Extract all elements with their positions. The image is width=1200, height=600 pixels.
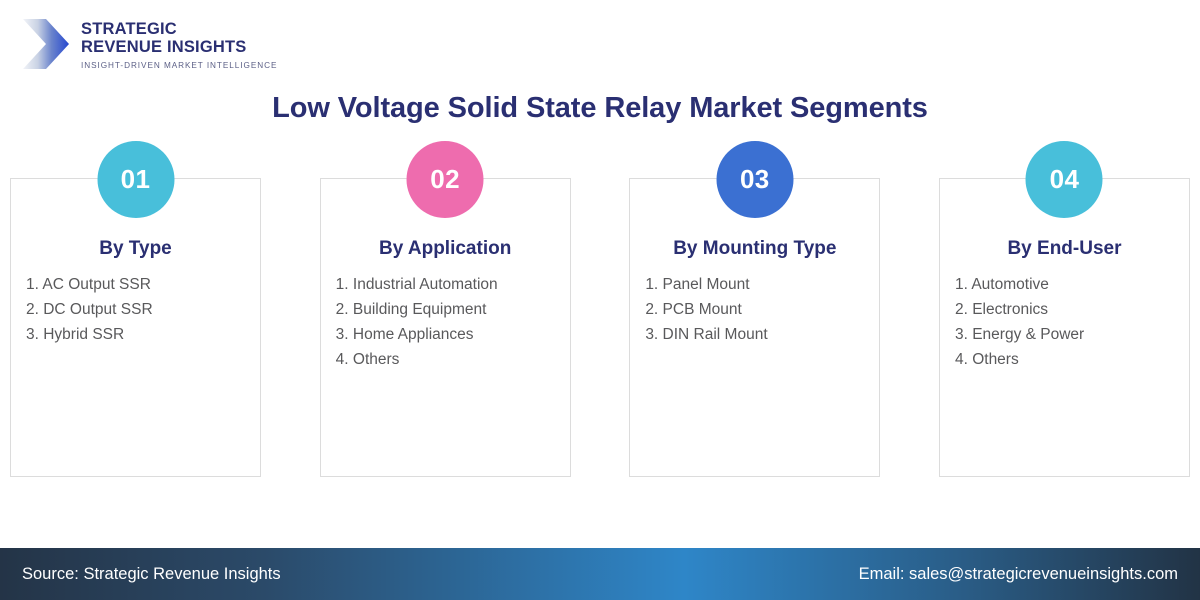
segment-card: 02 By Application 1. Industrial Automati… bbox=[319, 141, 571, 477]
list-item: 4. Others bbox=[954, 351, 1019, 368]
list-item: 2. Electronics bbox=[954, 301, 1049, 318]
footer-source: Source: Strategic Revenue Insights bbox=[22, 564, 281, 583]
segment-number-badge: 02 bbox=[406, 141, 484, 218]
footer-bar: Source: Strategic Revenue Insights Email… bbox=[0, 548, 1200, 600]
list-item: 3. Home Appliances bbox=[335, 326, 474, 343]
list-item: 3. Hybrid SSR bbox=[26, 326, 125, 343]
chevron-arrow-logo-icon bbox=[23, 19, 69, 69]
segment-item-list: 1. Industrial Automation 2. Building Equ… bbox=[336, 272, 560, 372]
segment-heading: By Application bbox=[379, 238, 512, 259]
segment-heading: By Type bbox=[99, 238, 172, 259]
segment-item-list: 1. Automotive 2. Electronics 3. Energy &… bbox=[955, 272, 1179, 372]
footer-email[interactable]: Email: sales@strategicrevenueinsights.co… bbox=[858, 564, 1178, 583]
list-item: 3. Energy & Power bbox=[954, 326, 1085, 343]
list-item: 1. Panel Mount bbox=[645, 276, 750, 293]
segment-number-badge: 03 bbox=[716, 141, 794, 218]
list-item: 3. DIN Rail Mount bbox=[645, 326, 768, 343]
list-item: 1. Industrial Automation bbox=[335, 276, 498, 293]
list-item: 2. PCB Mount bbox=[645, 301, 742, 318]
segment-card-group: 01 By Type 1. AC Output SSR 2. DC Output… bbox=[10, 141, 1190, 477]
segment-heading: By Mounting Type bbox=[673, 238, 837, 259]
list-item: 2. Building Equipment bbox=[335, 301, 487, 318]
segment-item-list: 1. Panel Mount 2. PCB Mount 3. DIN Rail … bbox=[645, 272, 869, 347]
brand-logo: STRATEGIC REVENUE INSIGHTS INSIGHT-DRIVE… bbox=[20, 16, 277, 72]
page-title: Low Voltage Solid State Relay Market Seg… bbox=[272, 92, 928, 124]
brand-name-line2: REVENUE INSIGHTS bbox=[81, 38, 247, 56]
brand-tagline: INSIGHT-DRIVEN MARKET INTELLIGENCE bbox=[81, 61, 278, 71]
segment-card: 04 By End-User 1. Automotive 2. Electron… bbox=[938, 141, 1190, 477]
list-item: 2. DC Output SSR bbox=[26, 301, 153, 318]
brand-wordmark: STRATEGIC REVENUE INSIGHTS INSIGHT-DRIVE… bbox=[81, 18, 277, 71]
list-item: 4. Others bbox=[335, 351, 400, 368]
segment-card: 01 By Type 1. AC Output SSR 2. DC Output… bbox=[10, 141, 261, 477]
segment-item-list: 1. AC Output SSR 2. DC Output SSR 3. Hyb… bbox=[26, 272, 250, 347]
list-item: 1. AC Output SSR bbox=[26, 276, 151, 293]
segment-card: 03 By Mounting Type 1. Panel Mount 2. PC… bbox=[629, 141, 881, 477]
segment-number-badge: 01 bbox=[97, 141, 174, 218]
brand-name-line1: STRATEGIC bbox=[81, 19, 177, 38]
list-item: 1. Automotive bbox=[954, 276, 1049, 293]
segment-number-badge: 04 bbox=[1025, 141, 1103, 218]
segment-heading: By End-User bbox=[1007, 238, 1122, 259]
